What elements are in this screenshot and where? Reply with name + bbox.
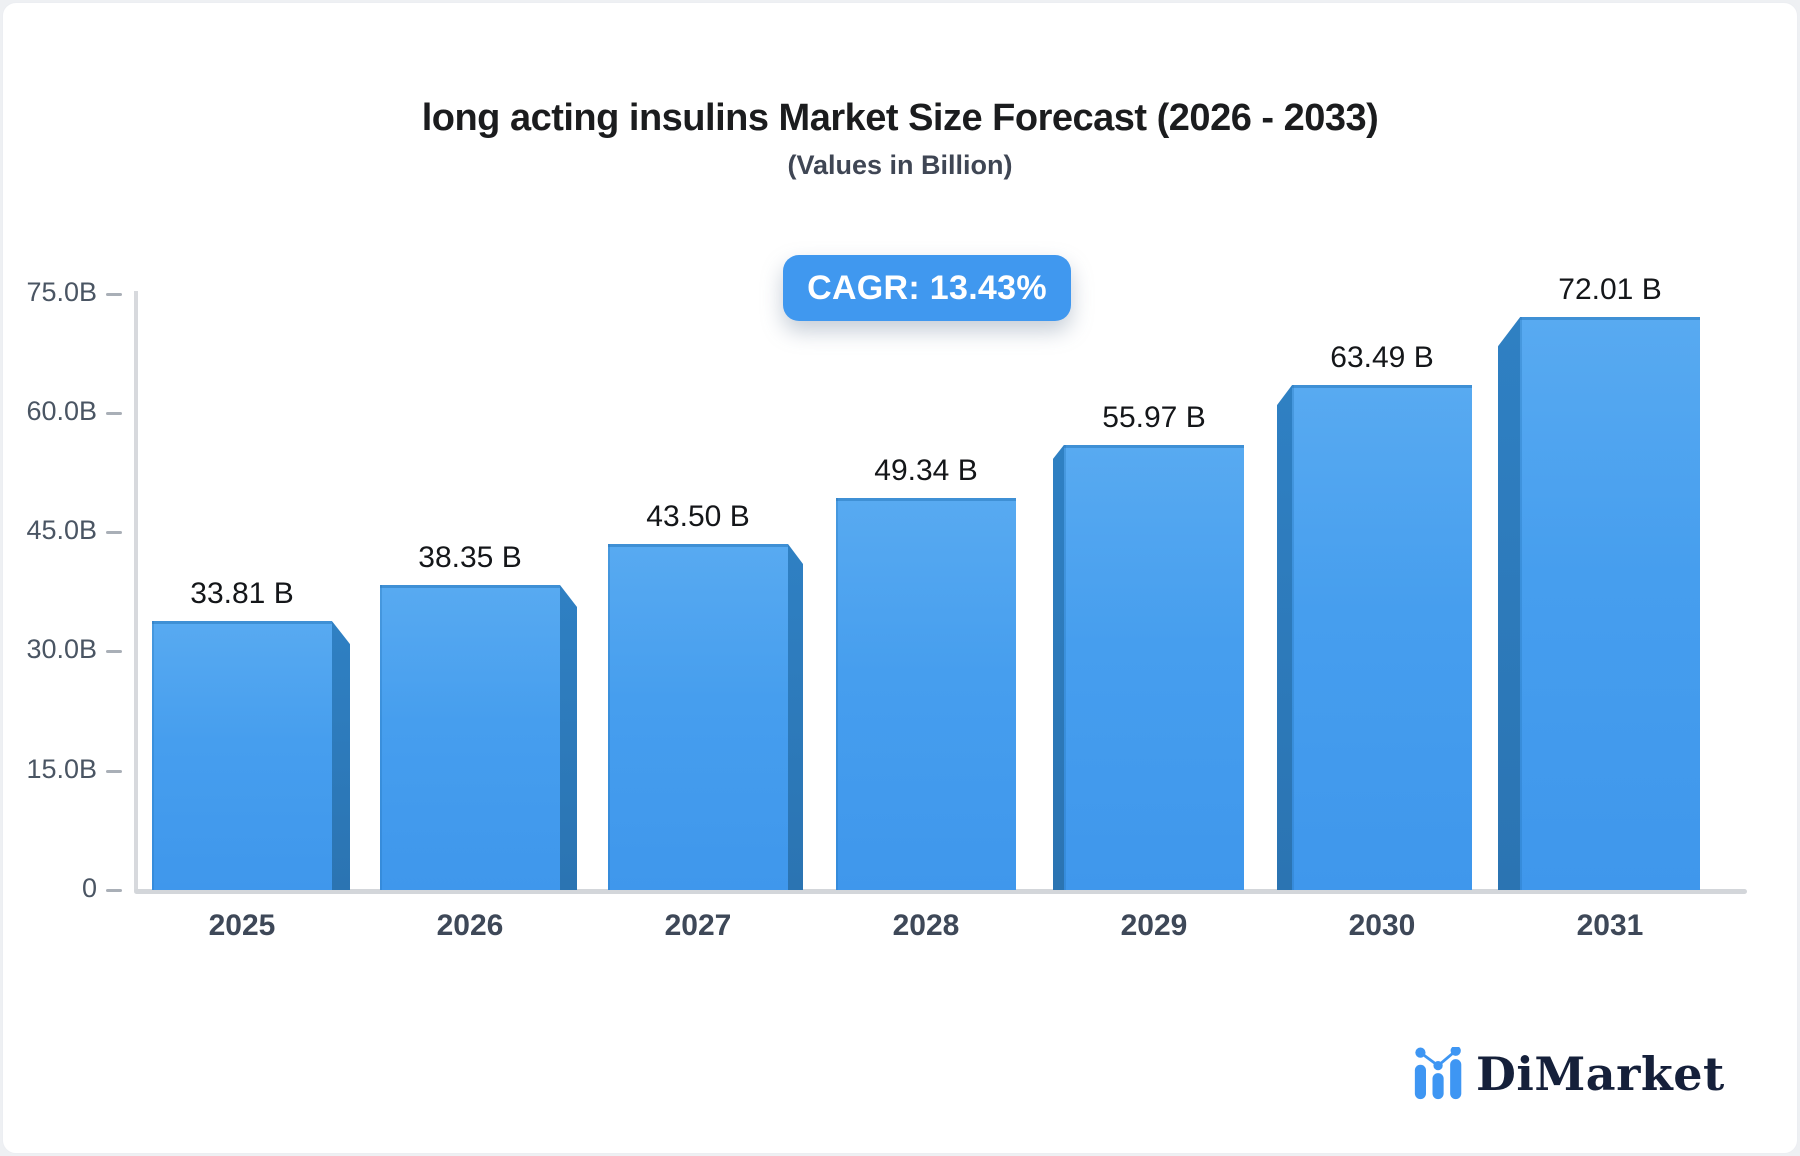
bar-group-2031 (1498, 317, 1700, 890)
brand-logo: DiMarket (1413, 1047, 1725, 1101)
x-axis-label: 2025 (208, 909, 276, 942)
y-tick-label: 0 (81, 873, 97, 903)
y-tick-label: 60.0B (26, 395, 97, 426)
x-axis-label: 2029 (1120, 909, 1188, 942)
x-axis-label: 2030 (1348, 909, 1416, 942)
brand-logo-text: DiMarket (1476, 1047, 1725, 1101)
chart-subtitle: (Values in Billion) (787, 150, 1013, 180)
bar-value-label: 38.35 B (418, 541, 522, 574)
y-tick-mark (106, 650, 122, 654)
bar-column (1520, 317, 1700, 890)
bar-value-label: 63.49 B (1330, 341, 1434, 375)
bar-side-face (1498, 317, 1520, 890)
bar-column (836, 497, 1016, 890)
y-tick-mark (106, 889, 122, 892)
bar-group-2030 (1277, 385, 1472, 890)
bar-side-face (560, 585, 577, 890)
y-tick-label: 45.0B (26, 515, 97, 546)
x-axis-label: 2027 (664, 909, 732, 942)
bar-group-2025 (152, 621, 350, 890)
bar-group-2027 (608, 544, 803, 890)
chart-title: long acting insulins Market Size Forecas… (421, 97, 1379, 139)
bar-column (1292, 385, 1472, 890)
bar-value-label: 33.81 B (190, 577, 294, 611)
bar-group-2026 (380, 585, 577, 890)
y-tick-mark (106, 292, 122, 296)
cagr-badge: CAGR: 13.43% (783, 255, 1071, 321)
cagr-badge-label: CAGR: 13.43% (807, 268, 1047, 307)
bar-value-label: 49.34 B (874, 453, 978, 487)
y-tick-label: 30.0B (26, 634, 97, 665)
dimarket-bars-icon (1414, 1047, 1462, 1100)
y-tick-mark (106, 531, 122, 535)
bar-side-face (332, 621, 350, 890)
y-tick-label: 15.0B (26, 753, 97, 784)
bar-column (1064, 444, 1244, 890)
y-tick-label: 75.0B (26, 276, 97, 307)
y-axis-line (134, 291, 138, 891)
bar-side-face (1053, 444, 1064, 890)
bar-group-2029 (1053, 444, 1244, 890)
bar-group-2028 (836, 497, 1016, 890)
bar-value-label: 72.01 B (1558, 273, 1662, 307)
bar-column (608, 544, 788, 890)
y-tick-mark (106, 769, 122, 773)
bar-value-label: 55.97 B (1102, 400, 1206, 434)
x-axis-label: 2028 (892, 909, 960, 942)
bar-side-face (1277, 385, 1292, 890)
x-axis-label: 2026 (436, 909, 504, 942)
bar-column (152, 621, 332, 890)
x-axis-line (134, 889, 1747, 894)
x-axis-label: 2031 (1576, 909, 1644, 942)
bar-side-face (788, 544, 803, 890)
bar-value-label: 43.50 B (646, 500, 750, 534)
bar-column (380, 585, 560, 890)
y-tick-mark (106, 411, 122, 415)
